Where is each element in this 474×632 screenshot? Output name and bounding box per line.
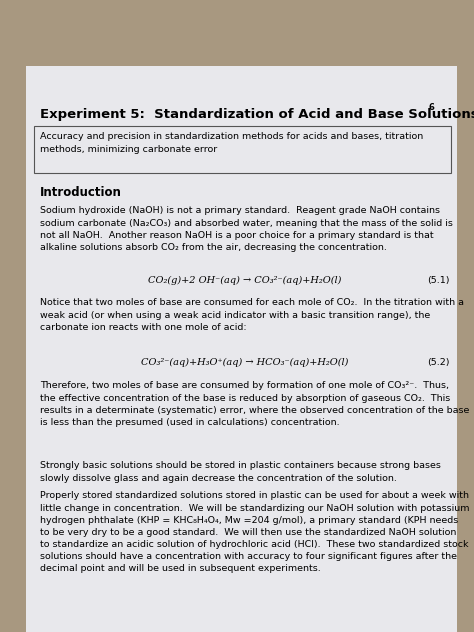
FancyBboxPatch shape (26, 66, 457, 632)
Text: CO₂(g)+2 OH⁻(aq) → CO₃²⁻(aq)+H₂O(l): CO₂(g)+2 OH⁻(aq) → CO₃²⁻(aq)+H₂O(l) (148, 276, 341, 286)
Text: Properly stored standardized solutions stored in plastic can be used for about a: Properly stored standardized solutions s… (40, 491, 470, 573)
Text: (5.2): (5.2) (427, 358, 449, 367)
Text: Sodium hydroxide (NaOH) is not a primary standard.  Reagent grade NaOH contains
: Sodium hydroxide (NaOH) is not a primary… (40, 207, 453, 252)
Text: 6: 6 (428, 104, 434, 112)
Text: Experiment 5:  Standardization of Acid and Base Solutions: Experiment 5: Standardization of Acid an… (40, 108, 474, 121)
Text: Therefore, two moles of base are consumed by formation of one mole of CO₃²⁻.  Th: Therefore, two moles of base are consume… (40, 381, 469, 427)
Text: (5.1): (5.1) (427, 276, 449, 286)
Text: Strongly basic solutions should be stored in plastic containers because strong b: Strongly basic solutions should be store… (40, 461, 441, 482)
FancyBboxPatch shape (34, 126, 451, 173)
Text: Accuracy and precision in standardization methods for acids and bases, titration: Accuracy and precision in standardizatio… (40, 132, 423, 154)
Text: CO₃²⁻(aq)+H₃O⁺(aq) → HCO₃⁻(aq)+H₂O(l): CO₃²⁻(aq)+H₃O⁺(aq) → HCO₃⁻(aq)+H₂O(l) (141, 358, 348, 367)
Text: Introduction: Introduction (40, 186, 122, 199)
Text: Notice that two moles of base are consumed for each mole of CO₂.  In the titrati: Notice that two moles of base are consum… (40, 298, 464, 332)
